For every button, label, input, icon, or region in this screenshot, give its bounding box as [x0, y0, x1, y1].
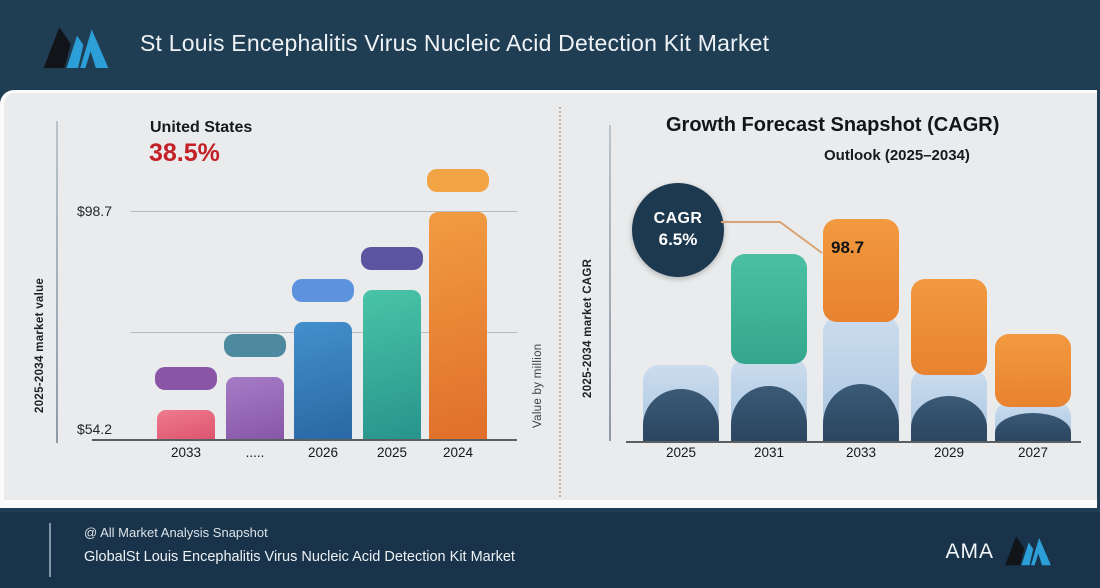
- right-x-tick-2025: 2025: [665, 445, 697, 460]
- panel-divider: [559, 107, 561, 497]
- left-x-tick-2024: 2024: [442, 445, 474, 460]
- footer-note: @ All Market Analysis Snapshot: [84, 525, 268, 540]
- right-x-tick-2031: 2031: [753, 445, 785, 460]
- right-x-axis-line: [626, 441, 1081, 443]
- left-x-axis-line: [92, 439, 517, 441]
- right-x-tick-2033: 2033: [845, 445, 877, 460]
- left-bars-area: 2033..... 2026 2025 2024: [4, 93, 562, 500]
- left-y-tick-bottom: $54.2: [76, 421, 112, 437]
- cagr-badge-label: CAGR: [653, 210, 703, 227]
- right-y-axis-line: [609, 125, 611, 441]
- right-bar-2031-base-segment: [731, 386, 807, 441]
- left-gridline-top: [130, 211, 517, 212]
- left-x-tick-2033: 2033: [170, 445, 202, 460]
- left-bar-2033: [157, 410, 215, 439]
- left-y-tick-top: $98.7: [76, 203, 112, 219]
- right-bar-2027-top-segment: [995, 334, 1071, 407]
- left-x-tick-2026: 2026: [307, 445, 339, 460]
- charts-card: 2025-2034 market value $98.7 $54.2 Unite…: [0, 90, 1097, 508]
- ama-logo-icon: [1004, 532, 1052, 571]
- left-x-tick-2025: 2025: [376, 445, 408, 460]
- left-y-axis-line: [56, 121, 58, 443]
- footer: @ All Market Analysis Snapshot GlobalSt …: [0, 512, 1100, 588]
- right-bar-2033-base-segment: [823, 384, 899, 441]
- header: St Louis Encephalitis Virus Nucleic Acid…: [0, 0, 1100, 90]
- footer-divider: [49, 523, 51, 577]
- left-cap-2026: [292, 279, 354, 302]
- cagr-badge-value: 6.5%: [658, 230, 698, 249]
- callout-connector-line: [721, 221, 823, 254]
- right-bar-2029-base-segment: [911, 396, 987, 441]
- left-bar-.....: [226, 377, 284, 439]
- right-bar-2031-top-segment: [731, 254, 807, 364]
- right-bar-2027-base-segment: [995, 413, 1071, 441]
- footer-brand: AMA: [945, 532, 1052, 571]
- footer-report-title: GlobalSt Louis Encephalitis Virus Nuclei…: [84, 549, 515, 565]
- left-bar-2026: [294, 322, 352, 439]
- right-bar-2025-base-segment: [643, 389, 719, 441]
- right-chart-subtitle: Outlook (2025–2034): [824, 147, 970, 164]
- left-cap-2024: [427, 169, 489, 192]
- left-bar-2024: [429, 212, 487, 439]
- right-bar-2033-top-segment: [823, 219, 899, 322]
- left-chart-region-label: United States: [150, 119, 253, 136]
- right-x-tick-2027: 2027: [1017, 445, 1049, 460]
- left-bar-2025: [363, 290, 421, 439]
- cagr-badge: CAGR 6.5%: [632, 183, 724, 277]
- callout-value: 98.7: [831, 238, 865, 257]
- left-cap-2033: [155, 367, 217, 390]
- right-bars-area: 2025 2031 2033 2029 2027: [4, 93, 1097, 500]
- right-bar-2029-top-segment: [911, 279, 987, 375]
- footer-brand-text: AMA: [945, 539, 994, 563]
- left-cap-2025: [361, 247, 423, 270]
- left-cap-.....: [224, 334, 286, 357]
- page-title: St Louis Encephalitis Virus Nucleic Acid…: [140, 30, 770, 56]
- left-x-tick-.....: .....: [245, 445, 265, 460]
- ama-logo-icon: [42, 21, 110, 69]
- left-chart-highlight-value: 38.5%: [149, 139, 220, 167]
- right-chart-title: Growth Forecast Snapshot (CAGR): [666, 114, 1000, 136]
- right-x-tick-2029: 2029: [933, 445, 965, 460]
